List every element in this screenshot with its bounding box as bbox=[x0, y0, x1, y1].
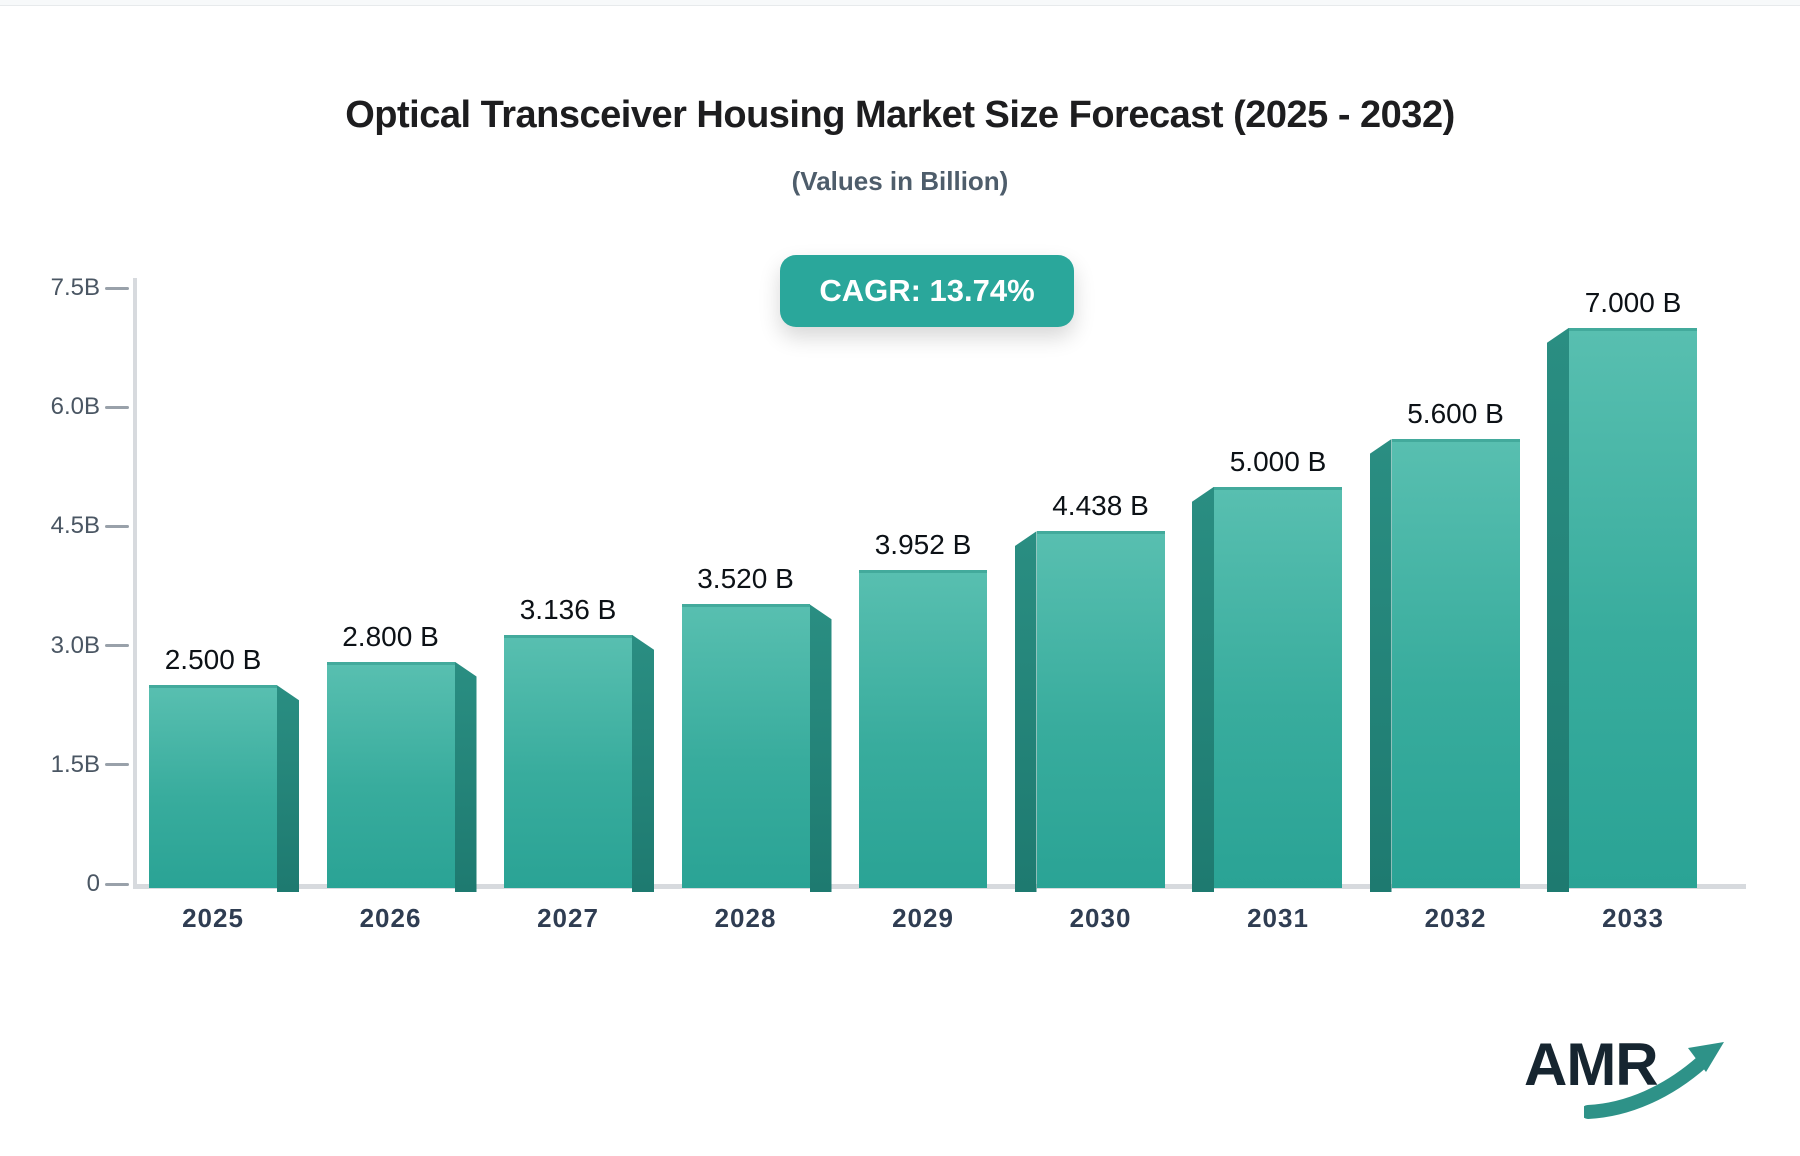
bar-value-label: 2.500 B bbox=[164, 644, 262, 676]
cagr-badge: CAGR: 13.74% bbox=[780, 255, 1074, 327]
x-tick-label: 2025 bbox=[182, 903, 244, 933]
y-tick-label: 6.0B bbox=[50, 393, 100, 421]
y-tick-label: 0 bbox=[86, 870, 100, 897]
bar bbox=[1214, 486, 1342, 888]
x-tick-label: 2026 bbox=[359, 903, 422, 933]
x-tick-label: 2029 bbox=[892, 903, 954, 933]
bar-side-face bbox=[277, 685, 299, 892]
y-axis-line bbox=[133, 278, 137, 889]
bar-side-face bbox=[1192, 486, 1214, 892]
y-tick-dash bbox=[105, 644, 129, 648]
logo-arrow-icon bbox=[1584, 1042, 1724, 1119]
bar-value-label: 7.000 B bbox=[1584, 286, 1682, 318]
bar-side-face bbox=[632, 634, 654, 892]
x-tick-label: 2030 bbox=[1069, 903, 1132, 933]
bar-side-face bbox=[1369, 439, 1392, 892]
y-tick-dash bbox=[105, 763, 129, 767]
bar bbox=[1391, 439, 1520, 888]
bar bbox=[326, 661, 455, 888]
chart-subtitle: (Values in Billion) bbox=[791, 166, 1009, 196]
bar bbox=[1569, 327, 1697, 888]
y-tick-label: 7.5B bbox=[50, 274, 100, 301]
x-tick-label: 2028 bbox=[714, 903, 777, 933]
bar-side-face bbox=[809, 604, 832, 892]
bar bbox=[681, 604, 810, 888]
bar-side-face bbox=[1014, 531, 1037, 892]
y-tick-label: 4.5B bbox=[50, 512, 100, 540]
chart-title: Optical Transceiver Housing Market Size … bbox=[345, 94, 1455, 136]
bar-value-label: 3.136 B bbox=[519, 593, 617, 625]
bar-value-label: 5.000 B bbox=[1229, 445, 1327, 477]
bar-value-label: 3.952 B bbox=[874, 528, 972, 560]
bar bbox=[504, 634, 632, 888]
bar-value-label: 4.438 B bbox=[1052, 490, 1149, 522]
top-border-strip bbox=[0, 0, 1800, 6]
bar-value-label: 2.800 B bbox=[342, 620, 439, 652]
y-tick-label: 3.0B bbox=[50, 631, 100, 659]
y-tick-dash bbox=[105, 882, 129, 886]
bar-value-label: 5.600 B bbox=[1407, 398, 1504, 429]
x-tick-label: 2032 bbox=[1424, 903, 1487, 933]
bar bbox=[149, 685, 277, 888]
bar-side-face bbox=[454, 661, 477, 892]
bar bbox=[859, 569, 987, 888]
y-tick-dash bbox=[105, 405, 129, 409]
x-tick-label: 2027 bbox=[537, 903, 599, 933]
logo-text: AMR bbox=[1524, 1031, 1659, 1098]
bar bbox=[1036, 531, 1165, 888]
x-tick-label: 2031 bbox=[1247, 903, 1309, 933]
amr-logo: AMR bbox=[1524, 1030, 1744, 1120]
y-tick-label: 1.5B bbox=[50, 750, 100, 778]
y-tick-dash bbox=[105, 524, 129, 528]
bar-side-face bbox=[1547, 327, 1569, 892]
bar-value-label: 3.520 B bbox=[697, 563, 794, 595]
y-tick-dash bbox=[105, 286, 129, 290]
x-tick-label: 2033 bbox=[1602, 903, 1664, 933]
